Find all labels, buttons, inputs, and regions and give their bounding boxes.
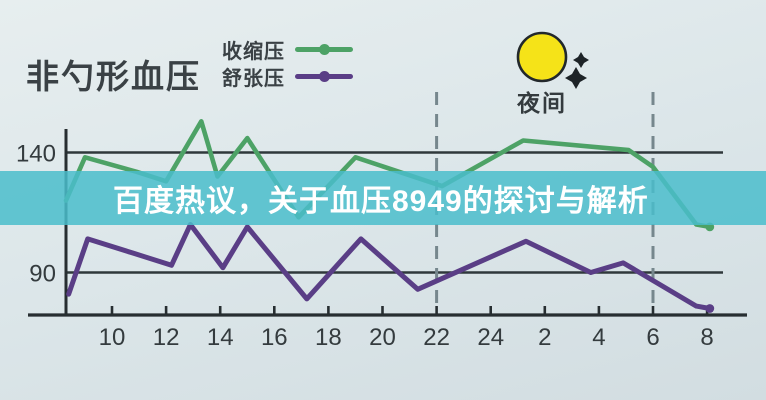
x-tick-label: 14 <box>207 324 234 351</box>
systolic-line-swatch <box>295 44 353 55</box>
legend-item-diastolic: 舒张压 <box>222 63 353 90</box>
y-tick-label: 140 <box>16 141 56 168</box>
diastolic-line <box>66 222 713 311</box>
x-tick-label: 8 <box>700 324 713 351</box>
x-tick-label: 20 <box>369 324 396 351</box>
x-tick-label: 6 <box>646 324 659 351</box>
legend-label-diastolic: 舒张压 <box>222 68 285 90</box>
headline-text: 百度热议，关于血压8949的探讨与解析 <box>113 185 649 218</box>
x-tick-label: 18 <box>315 324 342 351</box>
x-tick-label: 2 <box>538 324 551 351</box>
diastolic-marker-dot <box>318 71 330 82</box>
legend-label-systolic: 收缩压 <box>222 41 285 63</box>
x-tick-label: 16 <box>261 324 288 351</box>
x-tick-label: 24 <box>477 324 504 351</box>
star-icon <box>573 52 589 68</box>
star-icon <box>565 67 587 89</box>
chart-title: 非勺形血压 <box>26 58 201 95</box>
night-label: 夜间 <box>517 90 567 116</box>
legend: 收缩压 舒张压 <box>222 36 353 90</box>
y-tick-label: 90 <box>29 261 56 288</box>
diastolic-end-dot <box>705 304 715 313</box>
x-tick-label: 4 <box>592 324 605 351</box>
x-tick-label: 22 <box>423 324 450 351</box>
moon-with-stars-icon <box>516 31 589 89</box>
moon-circle <box>516 31 568 83</box>
x-tick-label: 12 <box>153 324 180 351</box>
systolic-marker-dot <box>318 44 330 55</box>
headline-banner: 百度热议，关于血压8949的探讨与解析 <box>0 171 766 225</box>
diastolic-line-swatch <box>295 71 353 82</box>
legend-item-systolic: 收缩压 <box>222 36 353 63</box>
x-tick-label: 10 <box>99 324 126 351</box>
